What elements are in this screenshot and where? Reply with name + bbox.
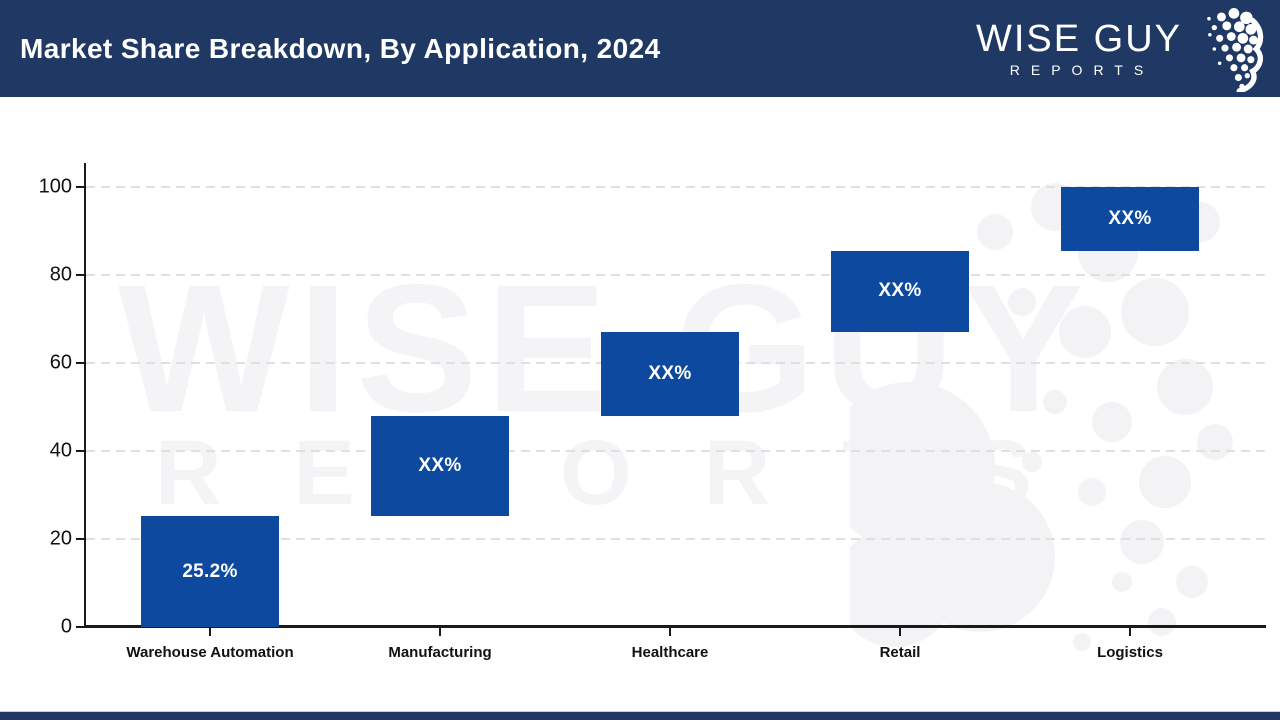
- y-axis-spine: [84, 163, 86, 627]
- bar-value-label: XX%: [1108, 207, 1152, 229]
- y-tick-mark: [76, 450, 84, 452]
- x-axis-spine: [84, 625, 1266, 628]
- y-tick-mark: [76, 362, 84, 364]
- y-tick-label: 80: [49, 263, 72, 286]
- y-tick-mark: [76, 274, 84, 276]
- gridline-80: [86, 274, 1266, 276]
- x-tick-mark: [209, 628, 211, 636]
- y-tick-label: 100: [38, 175, 72, 198]
- y-tick-label: 20: [49, 527, 72, 550]
- y-tick-label: 60: [49, 351, 72, 374]
- bar-segment: XX%: [601, 332, 739, 416]
- gridline-20: [86, 538, 1266, 540]
- y-tick-label: 40: [49, 439, 72, 462]
- chart-area: WISE GUY REPORTS 0 20 40 60 80 100 25.2% Wareho…: [0, 97, 1280, 711]
- x-axis-label: Retail: [879, 644, 921, 661]
- wise-guy-logo: WISE GUY REPORTS: [976, 6, 1280, 92]
- logo-subtitle: REPORTS: [1009, 61, 1155, 78]
- header-bar: Market Share Breakdown, By Application, …: [0, 0, 1280, 97]
- y-tick-mark: [76, 626, 84, 628]
- y-tick-mark: [76, 186, 84, 188]
- bar-value-label: XX%: [878, 280, 922, 302]
- gridline-100: [86, 186, 1266, 188]
- bar-segment: XX%: [1061, 187, 1199, 251]
- x-tick-mark: [1129, 628, 1131, 636]
- plot-region: 0 20 40 60 80 100 25.2% Warehouse Automation XX%…: [0, 97, 1280, 711]
- x-tick-mark: [669, 628, 671, 636]
- x-axis-label: Logistics: [1097, 644, 1163, 661]
- gridline-40: [86, 450, 1266, 452]
- logo-text: WISE GUY REPORTS: [976, 20, 1182, 78]
- dotted-head-icon: [1207, 7, 1264, 92]
- x-axis-label: Manufacturing: [388, 644, 492, 661]
- bar-value-label: XX%: [418, 454, 462, 476]
- y-tick-label: 0: [60, 615, 72, 638]
- y-tick-mark: [76, 538, 84, 540]
- bar-value-label: 25.2%: [182, 560, 238, 582]
- bar-segment: XX%: [371, 415, 509, 517]
- x-axis-label: Warehouse Automation: [126, 644, 294, 661]
- x-tick-mark: [899, 628, 901, 636]
- footer-bar: [0, 711, 1280, 720]
- logo-wordmark: WISE GUY: [975, 17, 1182, 60]
- x-tick-mark: [439, 628, 441, 636]
- chart-title: Market Share Breakdown, By Application, …: [20, 32, 661, 64]
- x-axis-label: Healthcare: [631, 644, 709, 661]
- bar-value-label: XX%: [648, 362, 692, 384]
- bar-segment: XX%: [831, 250, 969, 333]
- bar-segment: 25.2%: [141, 516, 279, 627]
